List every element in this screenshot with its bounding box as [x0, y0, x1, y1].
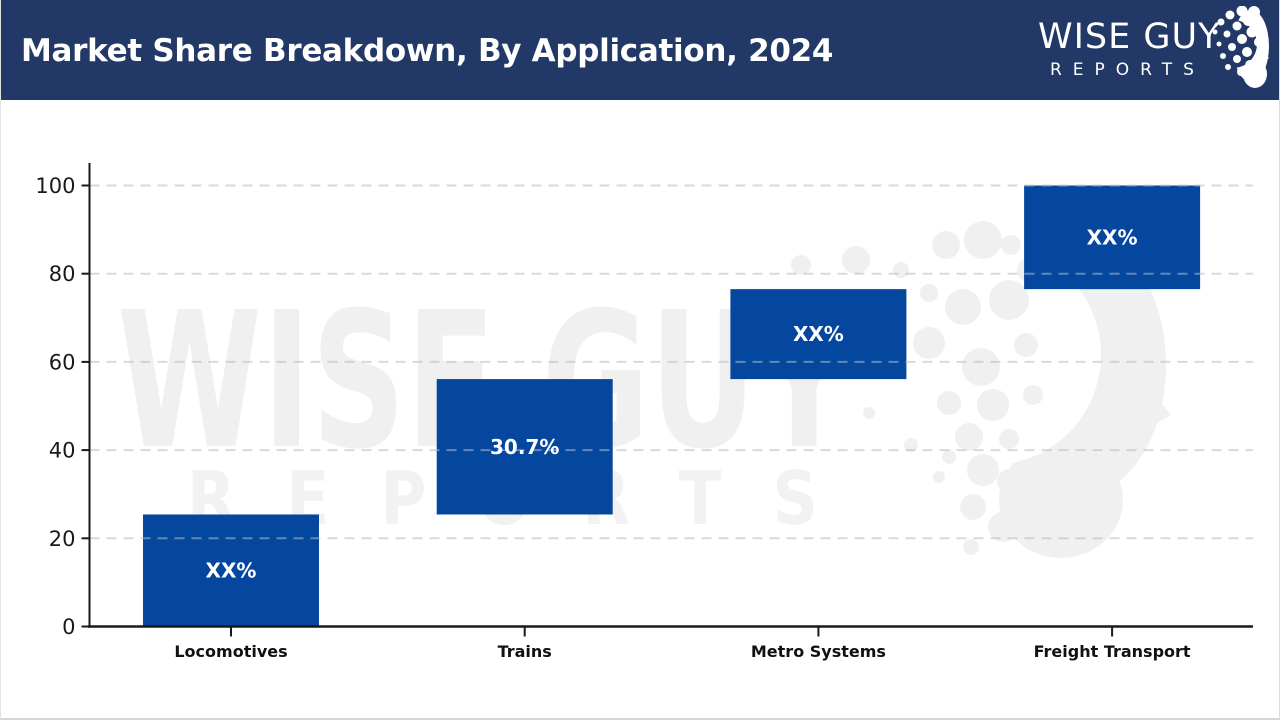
x-tick-label: Freight Transport — [1034, 642, 1191, 661]
bar-value-label: XX% — [1087, 225, 1138, 249]
bar-segment — [436, 379, 613, 515]
logo-wordmark: WISE GUY — [1038, 17, 1221, 57]
page-title: Market Share Breakdown, By Application, … — [21, 33, 834, 69]
y-tick-label: 0 — [62, 615, 75, 639]
wiseguy-logo: WISE GUY REPORTS — [1024, 4, 1269, 96]
y-tick-label: 100 — [35, 174, 75, 198]
wiseguy-head-logo-icon — [1211, 6, 1269, 88]
bar-value-label: XX% — [793, 322, 844, 346]
bar-segment — [143, 514, 319, 627]
bar-segment — [1024, 185, 1201, 290]
x-tick-label: Locomotives — [174, 642, 287, 661]
x-tick-label: Metro Systems — [751, 642, 886, 661]
bar-value-label: XX% — [206, 558, 257, 582]
logo-reports-text: REPORTS — [1050, 60, 1205, 80]
wiseguy-head-watermark-icon — [791, 221, 1171, 558]
y-tick-label: 60 — [49, 350, 76, 374]
x-tick-label: Trains — [498, 642, 552, 661]
y-tick-label: 40 — [49, 439, 76, 463]
y-tick-label: 20 — [49, 527, 76, 551]
bar-value-label: 30.7% — [490, 435, 559, 459]
header-bar: Market Share Breakdown, By Application, … — [1, 0, 1279, 100]
y-tick-label: 80 — [49, 262, 76, 286]
bar-segment — [730, 289, 907, 380]
